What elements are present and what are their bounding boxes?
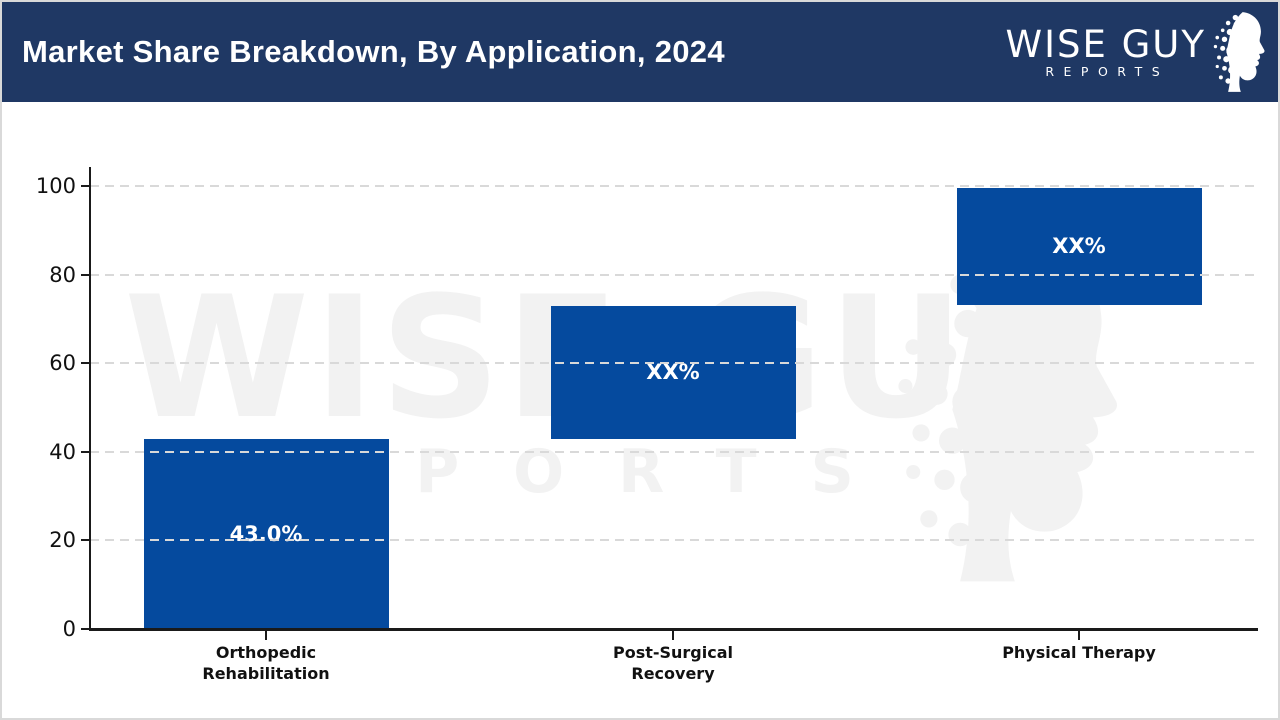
x-axis-line	[89, 628, 1258, 631]
y-tick-mark	[81, 450, 89, 453]
y-tick-label: 80	[49, 262, 76, 287]
brand-logo-text: WISE GUY REPORTS	[1006, 26, 1206, 79]
bar-value-label: 43.0%	[229, 521, 303, 546]
x-tick-mark	[672, 631, 674, 640]
bar-segment: 43.0%	[143, 438, 389, 629]
bar-value-label: XX%	[1052, 234, 1106, 259]
chart-title: Market Share Breakdown, By Application, …	[22, 34, 725, 69]
x-category-label: Orthopedic Rehabilitation	[202, 643, 330, 683]
y-tick-label: 20	[49, 528, 76, 553]
header-bar: Market Share Breakdown, By Application, …	[2, 2, 1278, 102]
y-axis-line	[89, 167, 91, 630]
gridline-y-60	[90, 362, 1258, 365]
gridline-y-80	[90, 273, 1258, 276]
y-tick-label: 40	[49, 439, 76, 464]
x-category-label: Post-Surgical Recovery	[612, 643, 734, 683]
y-tick-mark	[81, 273, 89, 276]
gridline-y-40	[90, 450, 1258, 453]
head-profile-icon	[1213, 12, 1265, 92]
brand-name: WISE GUY	[1005, 22, 1206, 66]
x-category-label: Physical Therapy	[1002, 643, 1156, 662]
y-tick-label: 60	[49, 351, 76, 376]
brand-subtitle: REPORTS	[1045, 63, 1170, 79]
x-tick-mark	[1078, 631, 1080, 640]
y-tick-mark	[81, 185, 89, 187]
bar-segment: XX%	[550, 305, 796, 439]
x-tick-mark	[265, 631, 267, 640]
brand-logo: WISE GUY REPORTS	[1006, 12, 1268, 92]
y-tick-mark	[81, 628, 89, 630]
y-tick-label: 100	[35, 174, 76, 198]
y-tick-mark	[81, 362, 89, 365]
bar-segment: XX%	[956, 188, 1202, 305]
gridline-y-20	[90, 539, 1258, 542]
y-tick-label: 0	[62, 617, 76, 641]
gridline-y-100	[90, 185, 1258, 187]
y-tick-mark	[81, 539, 89, 542]
